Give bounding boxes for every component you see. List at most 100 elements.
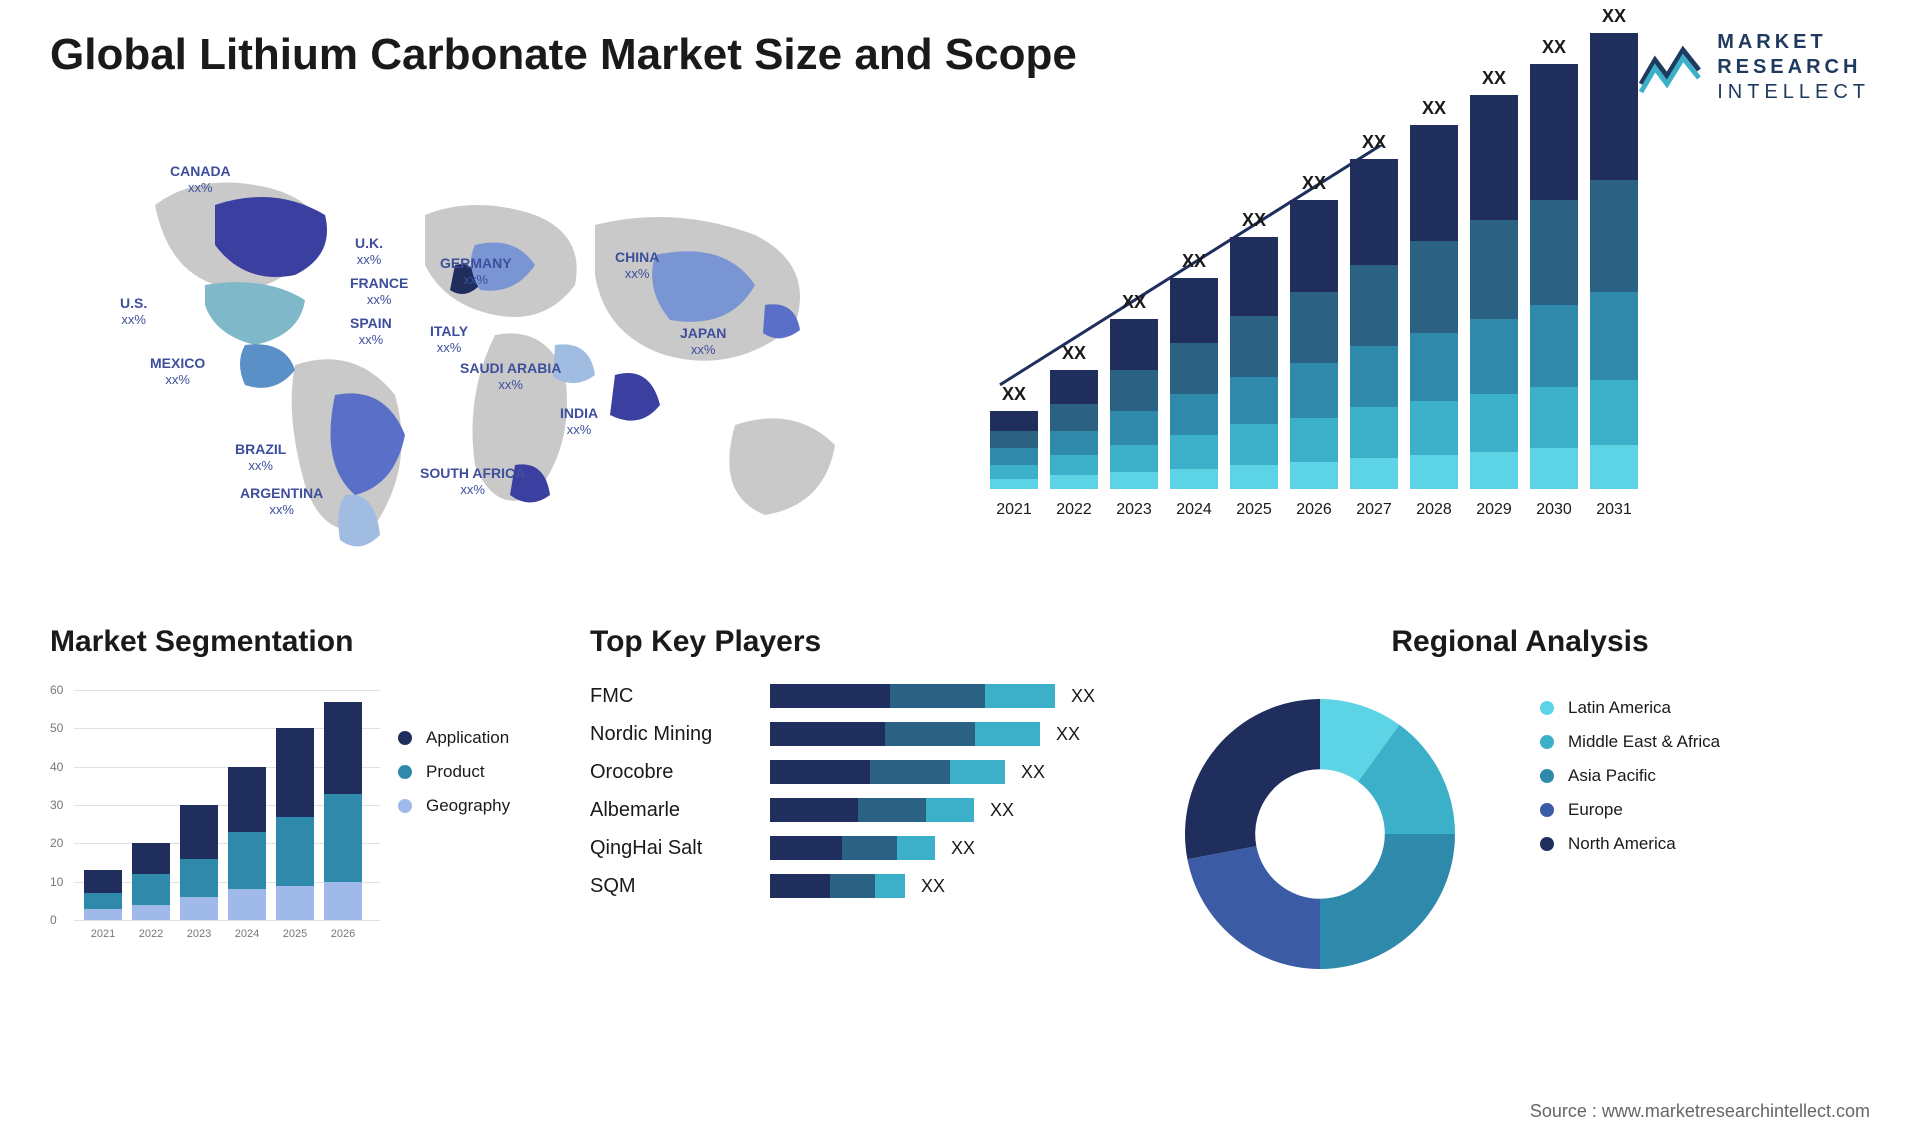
player-bar [770,836,935,860]
players-list: FMC XX Nordic Mining XX Orocobre XX Albemarle X… [590,684,1110,898]
segmentation-bar [324,702,362,920]
legend-item: Product [398,762,510,782]
regional-legend: Latin America Middle East & Africa Asia Pa… [1540,684,1870,868]
donut-slice [1185,699,1320,859]
growth-bar-year: 2023 [1104,501,1164,519]
segmentation-panel: Market Segmentation 01020304050602021202… [50,625,530,984]
map-label: U.K.xx% [355,235,383,267]
map-label: CANADAxx% [170,163,231,195]
segmentation-bar [180,805,218,920]
growth-bar [990,411,1038,489]
growth-bar [1050,370,1098,489]
player-row: Nordic Mining XX [590,722,1110,746]
donut-slice [1320,834,1455,969]
growth-bar-year: 2025 [1224,501,1284,519]
growth-bar-value: XX [1110,292,1158,313]
player-value: XX [1071,686,1095,707]
growth-bar-year: 2029 [1464,501,1524,519]
map-label: SPAINxx% [350,315,392,347]
segmentation-bar [132,843,170,920]
player-bar [770,684,1055,708]
growth-bar-year: 2027 [1344,501,1404,519]
logo-line2: RESEARCH [1717,55,1870,80]
growth-bar-year: 2022 [1044,501,1104,519]
growth-bar [1110,319,1158,489]
legend-item: Latin America [1540,698,1870,718]
growth-bar-year: 2028 [1404,501,1464,519]
player-name: QingHai Salt [590,837,770,860]
map-label: JAPANxx% [680,325,726,357]
players-panel: Top Key Players FMCXXNordic MiningXXOroc… [590,625,1110,984]
growth-bar-value: XX [1230,210,1278,231]
player-name: Albemarle [590,799,770,822]
growth-bar [1590,33,1638,489]
map-label: BRAZILxx% [235,441,286,473]
growth-bar [1290,200,1338,489]
growth-chart-panel: XX2021XX2022XX2023XX2024XX2025XX2026XX20… [980,145,1870,575]
source-footer: Source : www.marketresearchintellect.com [1530,1101,1870,1122]
segmentation-bar [228,767,266,920]
growth-bar-value: XX [1350,132,1398,153]
legend-item: Geography [398,796,510,816]
player-row: Albemarle XX [590,798,1110,822]
donut-slice [1187,846,1320,969]
player-name: SQM [590,875,770,898]
legend-item: Europe [1540,800,1870,820]
growth-bar-value: XX [1170,251,1218,272]
map-label: FRANCExx% [350,275,408,307]
map-label: SOUTH AFRICAxx% [420,465,525,497]
map-label: CHINAxx% [615,249,659,281]
page-title: Global Lithium Carbonate Market Size and… [50,30,1077,80]
growth-bar-chart: XX2021XX2022XX2023XX2024XX2025XX2026XX20… [980,145,1870,525]
segmentation-bar [84,870,122,920]
logo-line1: MARKET [1717,30,1870,55]
world-map-panel: CANADAxx% U.S.xx% MEXICOxx% BRAZILxx% ARGENT… [50,145,940,575]
player-bar [770,760,1005,784]
regional-donut-chart [1170,684,1510,984]
growth-bar-value: XX [1530,37,1578,58]
player-value: XX [990,800,1014,821]
map-label: SAUDI ARABIAxx% [460,360,561,392]
growth-bar-year: 2026 [1284,501,1344,519]
player-row: FMC XX [590,684,1110,708]
legend-item: Middle East & Africa [1540,732,1870,752]
map-label: U.S.xx% [120,295,147,327]
player-bar [770,874,905,898]
map-label: MEXICOxx% [150,355,205,387]
logo-line3: INTELLECT [1717,80,1870,105]
player-row: QingHai Salt XX [590,836,1110,860]
growth-bar-year: 2031 [1584,501,1644,519]
player-name: Orocobre [590,761,770,784]
segmentation-legend: ApplicationProductGeography [398,714,510,944]
growth-bar [1530,64,1578,489]
player-value: XX [951,838,975,859]
regional-panel: Regional Analysis Latin America Middle Ea… [1170,625,1870,984]
logo-icon [1637,40,1707,96]
regional-title: Regional Analysis [1170,625,1870,659]
growth-bar [1470,95,1518,489]
growth-bar-value: XX [1290,173,1338,194]
growth-bar [1170,278,1218,489]
segmentation-bar [276,728,314,920]
segmentation-title: Market Segmentation [50,625,530,659]
logo: MARKET RESEARCH INTELLECT [1637,30,1870,105]
player-bar [770,722,1040,746]
legend-item: North America [1540,834,1870,854]
growth-bar-value: XX [1470,68,1518,89]
growth-bar-value: XX [1410,98,1458,119]
growth-bar-value: XX [1050,343,1098,364]
player-bar [770,798,974,822]
player-value: XX [921,876,945,897]
map-label: GERMANYxx% [440,255,512,287]
growth-bar-value: XX [990,384,1038,405]
growth-bar-year: 2021 [984,501,1044,519]
player-value: XX [1056,724,1080,745]
player-name: FMC [590,685,770,708]
growth-bar [1350,159,1398,489]
growth-bar-year: 2024 [1164,501,1224,519]
legend-item: Asia Pacific [1540,766,1870,786]
player-row: SQM XX [590,874,1110,898]
growth-bar-year: 2030 [1524,501,1584,519]
map-label: ARGENTINAxx% [240,485,323,517]
player-name: Nordic Mining [590,723,770,746]
